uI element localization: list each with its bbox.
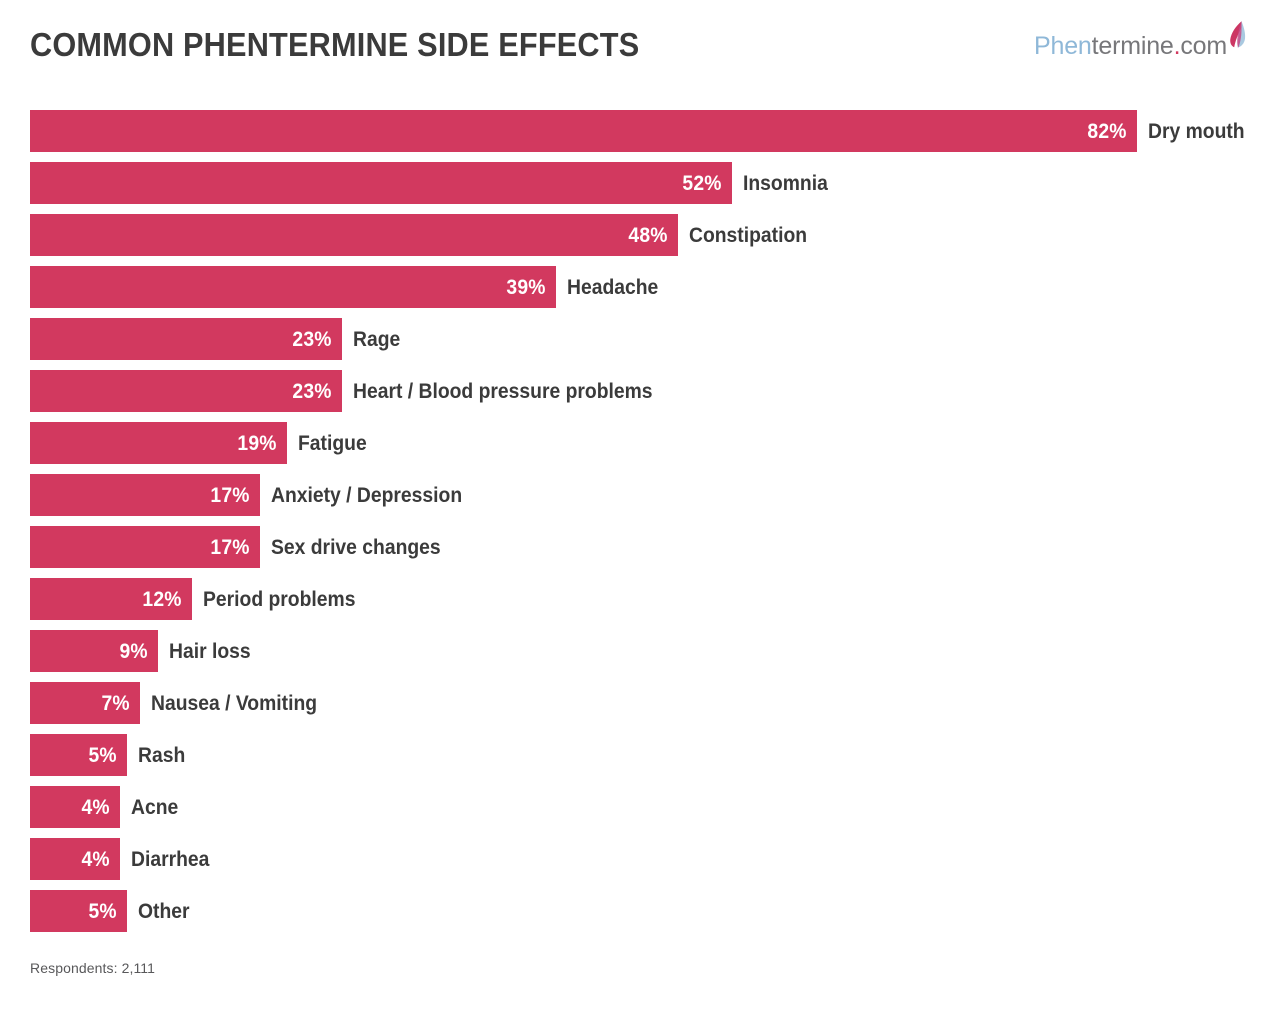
bar-category-label: Fatigue xyxy=(298,431,367,455)
bar: 52% xyxy=(30,162,732,204)
bar: 23% xyxy=(30,370,342,412)
bar-value-label: 19% xyxy=(237,431,277,455)
bar: 17% xyxy=(30,526,260,568)
bar-category-label: Other xyxy=(138,899,190,923)
bar-category-label: Constipation xyxy=(689,223,808,247)
bar: 48% xyxy=(30,214,678,256)
bar-value-label: 52% xyxy=(682,171,722,195)
bar-category-label: Headache xyxy=(567,275,659,299)
respondents-note: Respondents: 2,111 xyxy=(30,960,156,976)
bar: 39% xyxy=(30,266,556,308)
bar: 7% xyxy=(30,682,140,724)
bar-category-label: Dry mouth xyxy=(1148,119,1245,143)
bar: 82% xyxy=(30,110,1137,152)
bar-value-label: 23% xyxy=(292,327,332,351)
bar-row: 52% Insomnia xyxy=(0,162,1280,204)
brand-text-com: com xyxy=(1180,32,1227,60)
bar-row: 19% Fatigue xyxy=(0,422,1280,464)
bar-category-label: Rash xyxy=(138,743,186,767)
bar-row: 17% Sex drive changes xyxy=(0,526,1280,568)
bar-row: 23% Rage xyxy=(0,318,1280,360)
bar: 4% xyxy=(30,838,120,880)
bar-value-label: 4% xyxy=(81,795,110,819)
bar-value-label: 5% xyxy=(88,899,117,923)
brand-wordmark: Phentermine.com xyxy=(1034,32,1227,60)
bar-category-label: Heart / Blood pressure problems xyxy=(353,379,653,403)
bar-value-label: 9% xyxy=(119,639,148,663)
bar: 23% xyxy=(30,318,342,360)
bar: 19% xyxy=(30,422,287,464)
brand-text-termine: termine xyxy=(1091,32,1174,60)
bar-category-label: Nausea / Vomiting xyxy=(151,691,318,715)
bar-row: 4% Diarrhea xyxy=(0,838,1280,880)
bar-value-label: 17% xyxy=(210,535,250,559)
bar-row: 17% Anxiety / Depression xyxy=(0,474,1280,516)
bar-category-label: Acne xyxy=(131,795,179,819)
page-title: COMMON PHENTERMINE SIDE EFFECTS xyxy=(30,26,640,63)
bar-row: 48% Constipation xyxy=(0,214,1280,256)
bar-value-label: 7% xyxy=(101,691,130,715)
bar-value-label: 12% xyxy=(142,587,182,611)
bar-value-label: 5% xyxy=(88,743,117,767)
horizontal-bar-chart: 82% Dry mouth 52% Insomnia 48% Constipation 39… xyxy=(0,110,1280,942)
bar-row: 12% Period problems xyxy=(0,578,1280,620)
bar-row: 5% Other xyxy=(0,890,1280,932)
bar-category-label: Diarrhea xyxy=(131,847,210,871)
bar-category-label: Anxiety / Depression xyxy=(271,483,463,507)
bar-value-label: 48% xyxy=(628,223,668,247)
bar-category-label: Period problems xyxy=(203,587,356,611)
bar-value-label: 82% xyxy=(1087,119,1127,143)
bar-row: 9% Hair loss xyxy=(0,630,1280,672)
bar-value-label: 39% xyxy=(506,275,546,299)
bar-row: 5% Rash xyxy=(0,734,1280,776)
chart-header: COMMON PHENTERMINE SIDE EFFECTS Phenterm… xyxy=(0,0,1280,100)
bar-category-label: Hair loss xyxy=(169,639,251,663)
bar: 4% xyxy=(30,786,120,828)
bar-category-label: Insomnia xyxy=(743,171,828,195)
bar: 17% xyxy=(30,474,260,516)
bar-row: 7% Nausea / Vomiting xyxy=(0,682,1280,724)
brand-text-dot: . xyxy=(1173,32,1181,60)
bar-row: 82% Dry mouth xyxy=(0,110,1280,152)
leaf-flame-icon xyxy=(1226,20,1252,50)
bar: 5% xyxy=(30,734,127,776)
bar: 5% xyxy=(30,890,127,932)
bar-row: 4% Acne xyxy=(0,786,1280,828)
bar-value-label: 17% xyxy=(210,483,250,507)
bar-category-label: Sex drive changes xyxy=(271,535,441,559)
bar-value-label: 23% xyxy=(292,379,332,403)
brand-text-phen: Phen xyxy=(1034,32,1092,60)
bar: 12% xyxy=(30,578,192,620)
bar: 9% xyxy=(30,630,158,672)
bar-row: 23% Heart / Blood pressure problems xyxy=(0,370,1280,412)
bar-category-label: Rage xyxy=(353,327,401,351)
brand-logo[interactable]: Phentermine.com xyxy=(1034,21,1252,72)
bar-value-label: 4% xyxy=(81,847,110,871)
bar-row: 39% Headache xyxy=(0,266,1280,308)
